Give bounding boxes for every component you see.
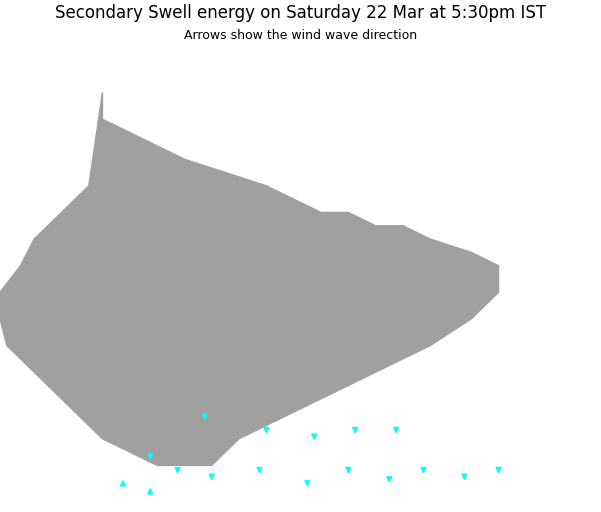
Text: Secondary Swell energy on Saturday 22 Mar at 5:30pm IST: Secondary Swell energy on Saturday 22 Ma… bbox=[55, 4, 546, 22]
Polygon shape bbox=[0, 93, 499, 465]
Text: Arrows show the wind wave direction: Arrows show the wind wave direction bbox=[184, 29, 417, 42]
